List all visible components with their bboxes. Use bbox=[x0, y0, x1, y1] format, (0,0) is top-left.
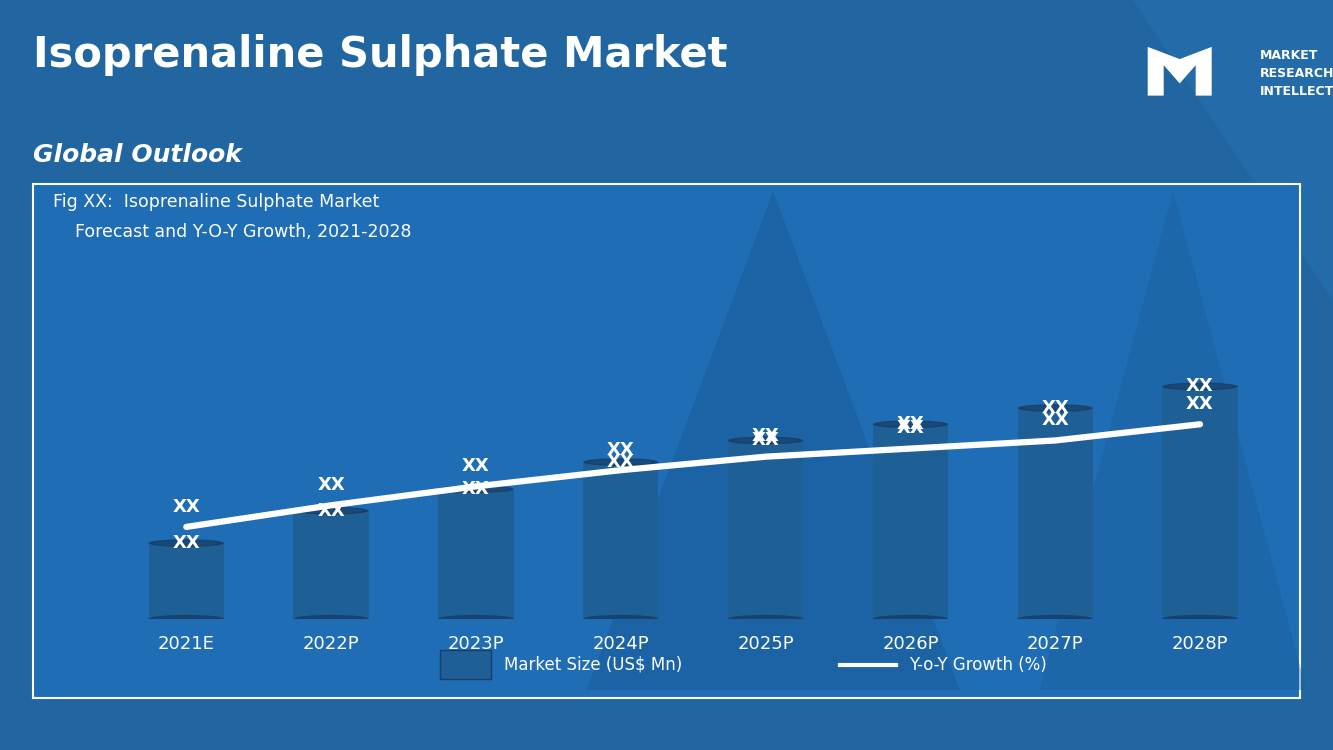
Ellipse shape bbox=[293, 615, 369, 622]
Text: XX: XX bbox=[463, 480, 489, 498]
Bar bbox=[728, 440, 804, 619]
Text: XX: XX bbox=[607, 453, 635, 471]
Text: XX: XX bbox=[752, 431, 780, 449]
Text: Fig XX:  Isoprenaline Sulphate Market: Fig XX: Isoprenaline Sulphate Market bbox=[53, 193, 380, 211]
Text: XX: XX bbox=[607, 441, 635, 459]
Text: XX: XX bbox=[752, 427, 780, 445]
Ellipse shape bbox=[293, 507, 369, 515]
Ellipse shape bbox=[149, 539, 224, 547]
Bar bbox=[439, 489, 513, 619]
Polygon shape bbox=[587, 191, 960, 690]
Ellipse shape bbox=[444, 487, 508, 492]
Text: XX: XX bbox=[1186, 377, 1214, 395]
Text: Global Outlook: Global Outlook bbox=[33, 142, 243, 166]
Text: Forecast and Y-O-Y Growth, 2021-2028: Forecast and Y-O-Y Growth, 2021-2028 bbox=[53, 223, 412, 241]
Bar bbox=[1162, 386, 1237, 619]
Ellipse shape bbox=[583, 615, 659, 622]
Bar bbox=[149, 543, 224, 619]
Bar bbox=[1017, 408, 1093, 619]
Ellipse shape bbox=[1017, 615, 1093, 622]
Text: Y-o-Y Growth (%): Y-o-Y Growth (%) bbox=[909, 656, 1046, 674]
Text: XX: XX bbox=[172, 534, 200, 552]
Text: XX: XX bbox=[897, 419, 924, 437]
Bar bbox=[873, 424, 948, 619]
Ellipse shape bbox=[299, 508, 363, 514]
Text: XX: XX bbox=[1041, 411, 1069, 429]
Text: Isoprenaline Sulphate Market: Isoprenaline Sulphate Market bbox=[33, 34, 728, 76]
Polygon shape bbox=[1040, 191, 1306, 690]
Ellipse shape bbox=[873, 615, 948, 622]
Ellipse shape bbox=[583, 458, 659, 466]
Ellipse shape bbox=[873, 421, 948, 428]
Text: Market Size (US$ Mn): Market Size (US$ Mn) bbox=[504, 656, 682, 674]
FancyBboxPatch shape bbox=[440, 650, 491, 679]
Ellipse shape bbox=[728, 615, 804, 622]
Ellipse shape bbox=[728, 436, 804, 444]
Text: MARKET
RESEARCH
INTELLECT: MARKET RESEARCH INTELLECT bbox=[1260, 49, 1333, 98]
Bar bbox=[293, 511, 369, 619]
Text: XX: XX bbox=[1186, 395, 1214, 413]
Ellipse shape bbox=[155, 541, 219, 546]
Text: XX: XX bbox=[172, 497, 200, 515]
Ellipse shape bbox=[439, 485, 513, 493]
Ellipse shape bbox=[149, 615, 224, 622]
Ellipse shape bbox=[1017, 404, 1093, 412]
Ellipse shape bbox=[733, 438, 797, 443]
Ellipse shape bbox=[439, 615, 513, 622]
Ellipse shape bbox=[878, 422, 942, 427]
Text: XX: XX bbox=[1041, 399, 1069, 417]
Ellipse shape bbox=[589, 459, 653, 465]
Ellipse shape bbox=[1168, 384, 1232, 389]
Bar bbox=[583, 462, 659, 619]
Text: XX: XX bbox=[897, 416, 924, 434]
Polygon shape bbox=[960, 0, 1333, 300]
Ellipse shape bbox=[1162, 615, 1237, 622]
FancyBboxPatch shape bbox=[33, 184, 1300, 698]
Text: XX: XX bbox=[317, 502, 345, 520]
Ellipse shape bbox=[1162, 382, 1237, 390]
Polygon shape bbox=[1148, 46, 1212, 96]
Ellipse shape bbox=[1024, 405, 1088, 411]
Text: XX: XX bbox=[463, 457, 489, 475]
Text: XX: XX bbox=[317, 476, 345, 494]
